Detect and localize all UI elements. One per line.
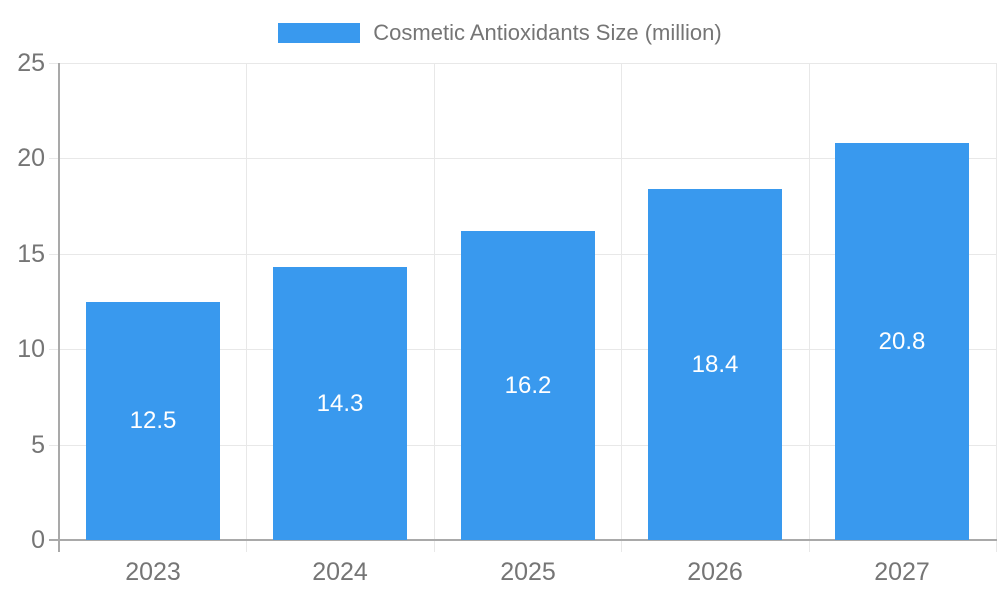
bar-2027[interactable] (835, 143, 969, 540)
bar-2023[interactable] (86, 302, 220, 540)
legend[interactable]: Cosmetic Antioxidants Size (million) (0, 20, 1000, 45)
y-axis-tick-label: 10 (17, 335, 45, 363)
legend-swatch[interactable] (278, 22, 361, 43)
bar-value-label: 16.2 (504, 372, 552, 399)
x-axis-line (49, 539, 997, 541)
bar-2024[interactable] (273, 267, 407, 540)
bar-value-label: 20.8 (878, 328, 926, 355)
y-axis-tick-label: 20 (17, 144, 45, 172)
bar-2025[interactable] (461, 231, 595, 540)
x-gridline (246, 63, 247, 552)
x-axis-label: 2026 (687, 558, 743, 586)
y-axis-tick-label: 25 (17, 49, 45, 77)
x-axis-label: 2027 (874, 558, 930, 586)
y-axis-tick-label: 5 (31, 431, 45, 459)
y-axis-line (58, 63, 60, 552)
x-axis-label: 2024 (312, 558, 368, 586)
y-gridline (49, 63, 996, 64)
x-gridline (809, 63, 810, 552)
bar-value-label: 14.3 (316, 390, 364, 417)
y-axis-tick-label: 15 (17, 240, 45, 268)
bar-value-label: 12.5 (129, 407, 177, 434)
x-axis-label: 2025 (500, 558, 556, 586)
x-gridline (621, 63, 622, 552)
y-axis-tick-label: 0 (31, 526, 45, 554)
bar-2026[interactable] (648, 189, 782, 540)
y-gridline (49, 158, 996, 159)
x-gridline (434, 63, 435, 552)
bar-value-label: 18.4 (691, 351, 739, 378)
x-axis-label: 2023 (125, 558, 181, 586)
legend-label[interactable]: Cosmetic Antioxidants Size (million) (373, 20, 722, 45)
x-gridline (996, 63, 997, 552)
